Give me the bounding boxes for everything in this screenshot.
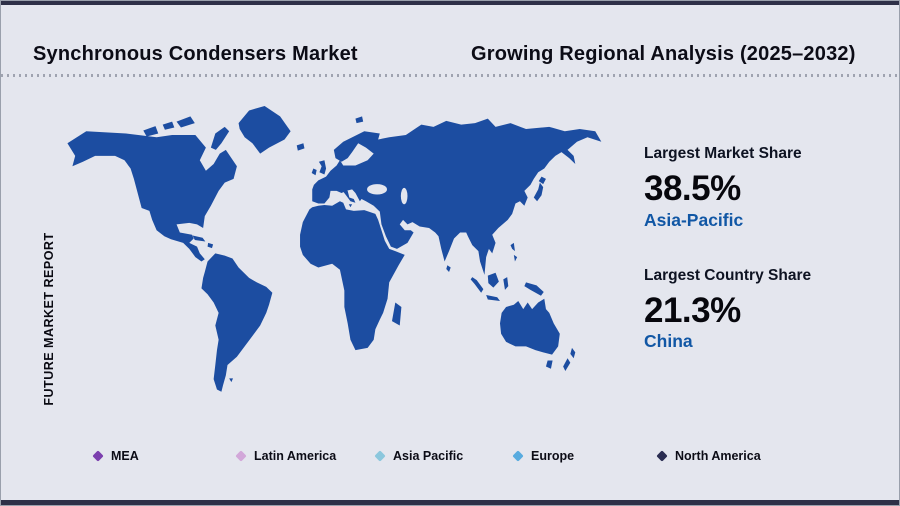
- market-share-region: Asia-Pacific: [644, 210, 744, 230]
- bottom-border-bar: [1, 500, 899, 505]
- legend-label: Europe: [531, 449, 575, 463]
- dotted-divider: [1, 74, 899, 77]
- market-share-value: 38.5%: [644, 169, 741, 208]
- caspian-sea: [400, 187, 408, 205]
- diamond-marker-icon: [656, 450, 668, 462]
- world-landmass: [67, 105, 602, 392]
- legend-label: Asia Pacific: [393, 449, 464, 463]
- legend-item-mea: MEA: [92, 447, 139, 465]
- legend-label: MEA: [111, 449, 139, 463]
- market-share-label: Largest Market Share: [644, 145, 802, 162]
- world-map: [67, 105, 602, 392]
- black-sea: [367, 184, 387, 195]
- page-title: Synchronous Condensers Market: [33, 43, 358, 65]
- legend-item-north-america: North America: [656, 447, 761, 465]
- country-share-value: 21.3%: [644, 291, 741, 330]
- legend-item-europe: Europe: [512, 447, 575, 465]
- diamond-marker-icon: [235, 450, 247, 462]
- legend-label: Latin America: [254, 449, 337, 463]
- brand-vertical-label: FUTURE MARKET REPORT: [42, 232, 56, 406]
- legend-item-latin-america: Latin America: [235, 447, 337, 465]
- legend-label: North America: [675, 449, 761, 463]
- top-border-bar: [1, 1, 899, 5]
- page-subtitle: Growing Regional Analysis (2025–2032): [471, 43, 856, 65]
- diamond-marker-icon: [374, 450, 386, 462]
- country-share-region: China: [644, 331, 693, 351]
- legend-item-asia-pacific: Asia Pacific: [374, 447, 464, 465]
- country-share-label: Largest Country Share: [644, 267, 812, 284]
- diamond-marker-icon: [512, 450, 524, 462]
- diamond-marker-icon: [92, 450, 104, 462]
